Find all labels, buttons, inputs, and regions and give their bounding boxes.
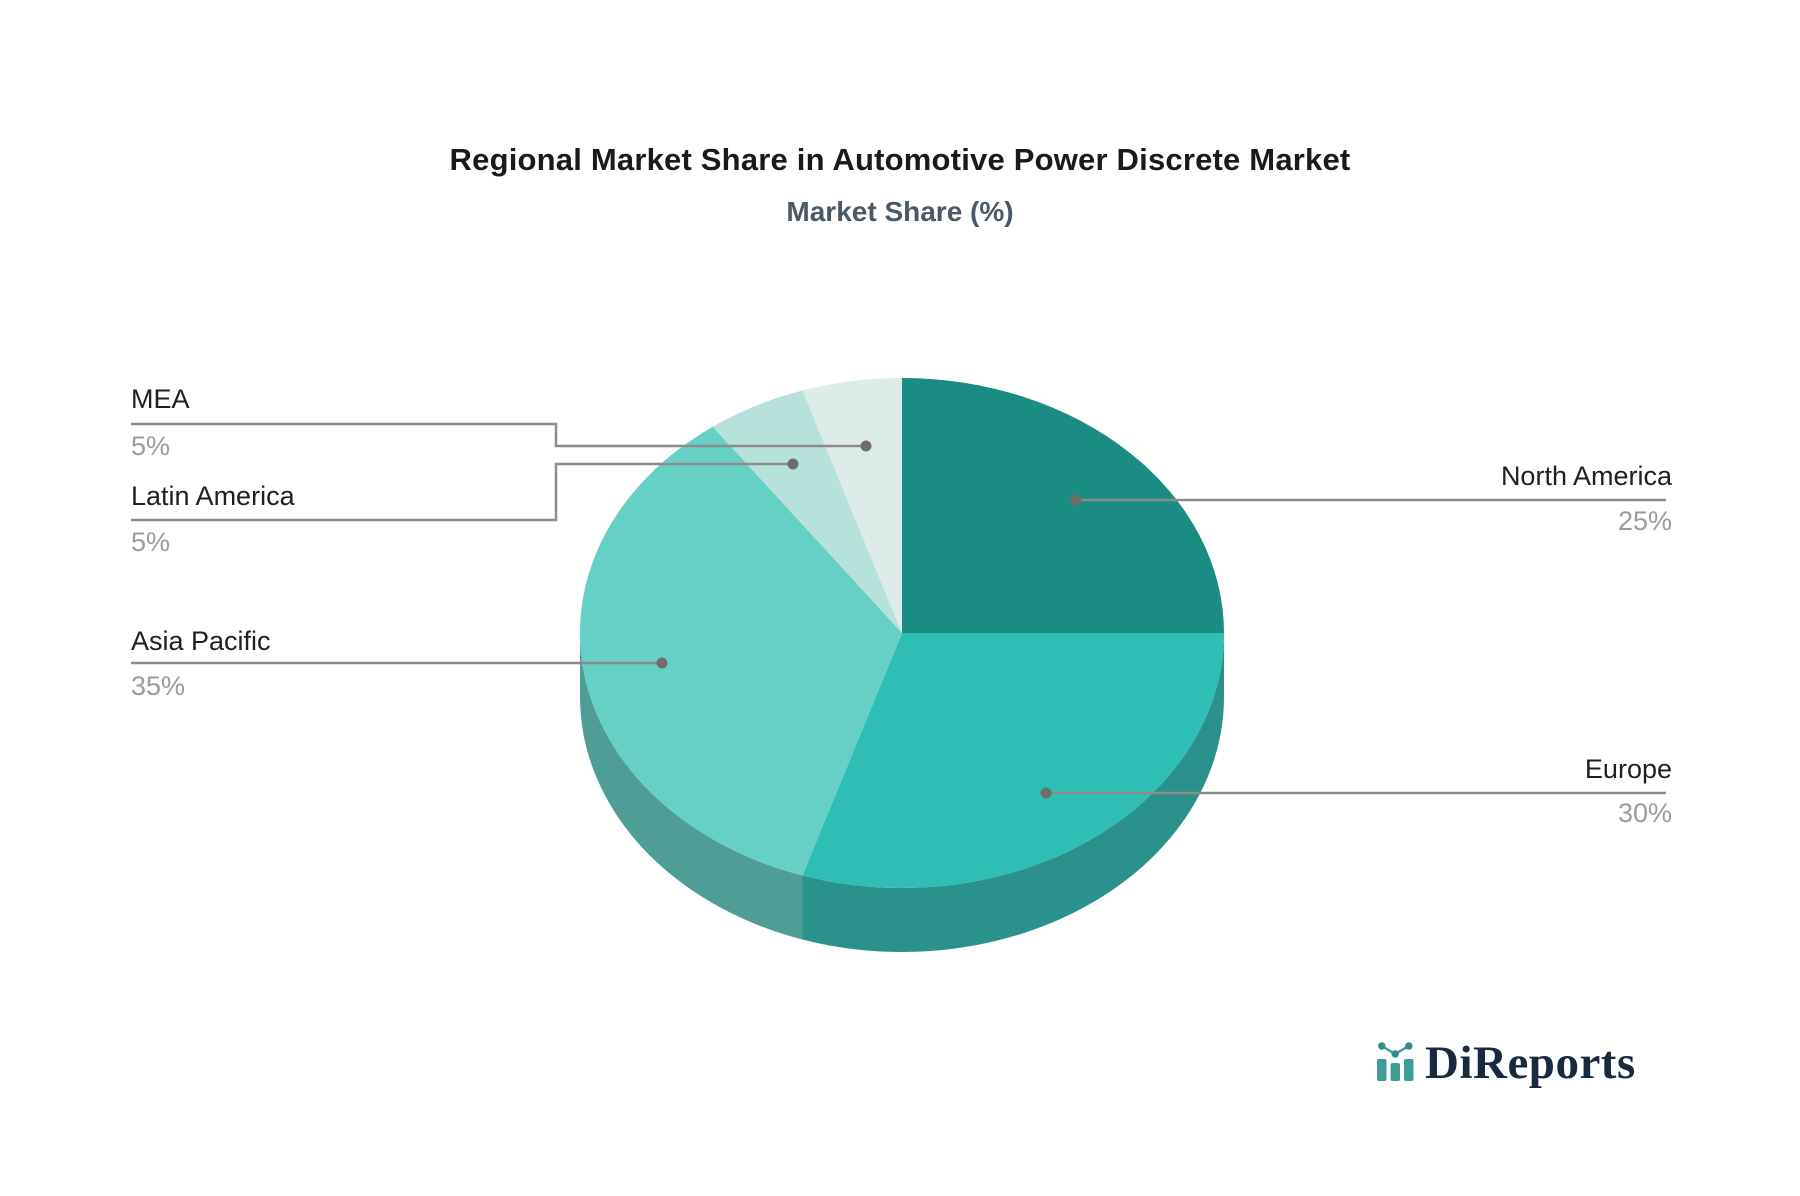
leader-lines [131,422,1666,795]
slice-label-asia-pacific: Asia Pacific [131,626,271,656]
leader-dots [656,440,1082,799]
pie-slice-north-america[interactable] [902,378,1224,633]
leader-dot-asia-pacific [656,657,668,669]
slice-pct-mea: 5% [131,431,171,461]
direports-logo: DiReports [1375,1040,1636,1087]
chart-subtitle: Market Share (%) [786,196,1014,227]
slice-label-latin-america: Latin America [131,481,295,511]
bar-line-chart-icon [1377,1042,1414,1081]
slice-pct-asia-pacific: 35% [131,671,186,701]
pie-slice-europe[interactable] [802,633,1225,888]
slice-pct-latin-america: 5% [131,527,171,557]
pie-3d-slices [580,378,1224,952]
pie-slice-latin-america[interactable] [712,390,902,634]
slice-label-europe: Europe [1584,754,1672,784]
chart-title: Regional Market Share in Automotive Powe… [449,142,1351,177]
leader-dot-mea [860,440,872,452]
leader-dot-north-america [1070,494,1082,506]
leader-line-latin-america [131,462,793,522]
leader-dot-latin-america [787,458,799,470]
pie-slice-asia-pacific[interactable] [580,426,902,876]
slice-label-mea: MEA [131,384,190,414]
leader-dot-europe [1040,787,1052,799]
pie-slice-depth-europe [802,633,1224,952]
pie-slice-depth-asia-pacific [580,633,803,940]
slice-pct-north-america: 25% [1617,506,1672,536]
slice-label-north-america: North America [1500,461,1672,491]
pie-slice-mea[interactable] [802,378,903,633]
logo-wordmark: DiReports [1425,1037,1636,1089]
leader-line-mea [131,422,866,448]
slice-pct-europe: 30% [1617,798,1672,828]
